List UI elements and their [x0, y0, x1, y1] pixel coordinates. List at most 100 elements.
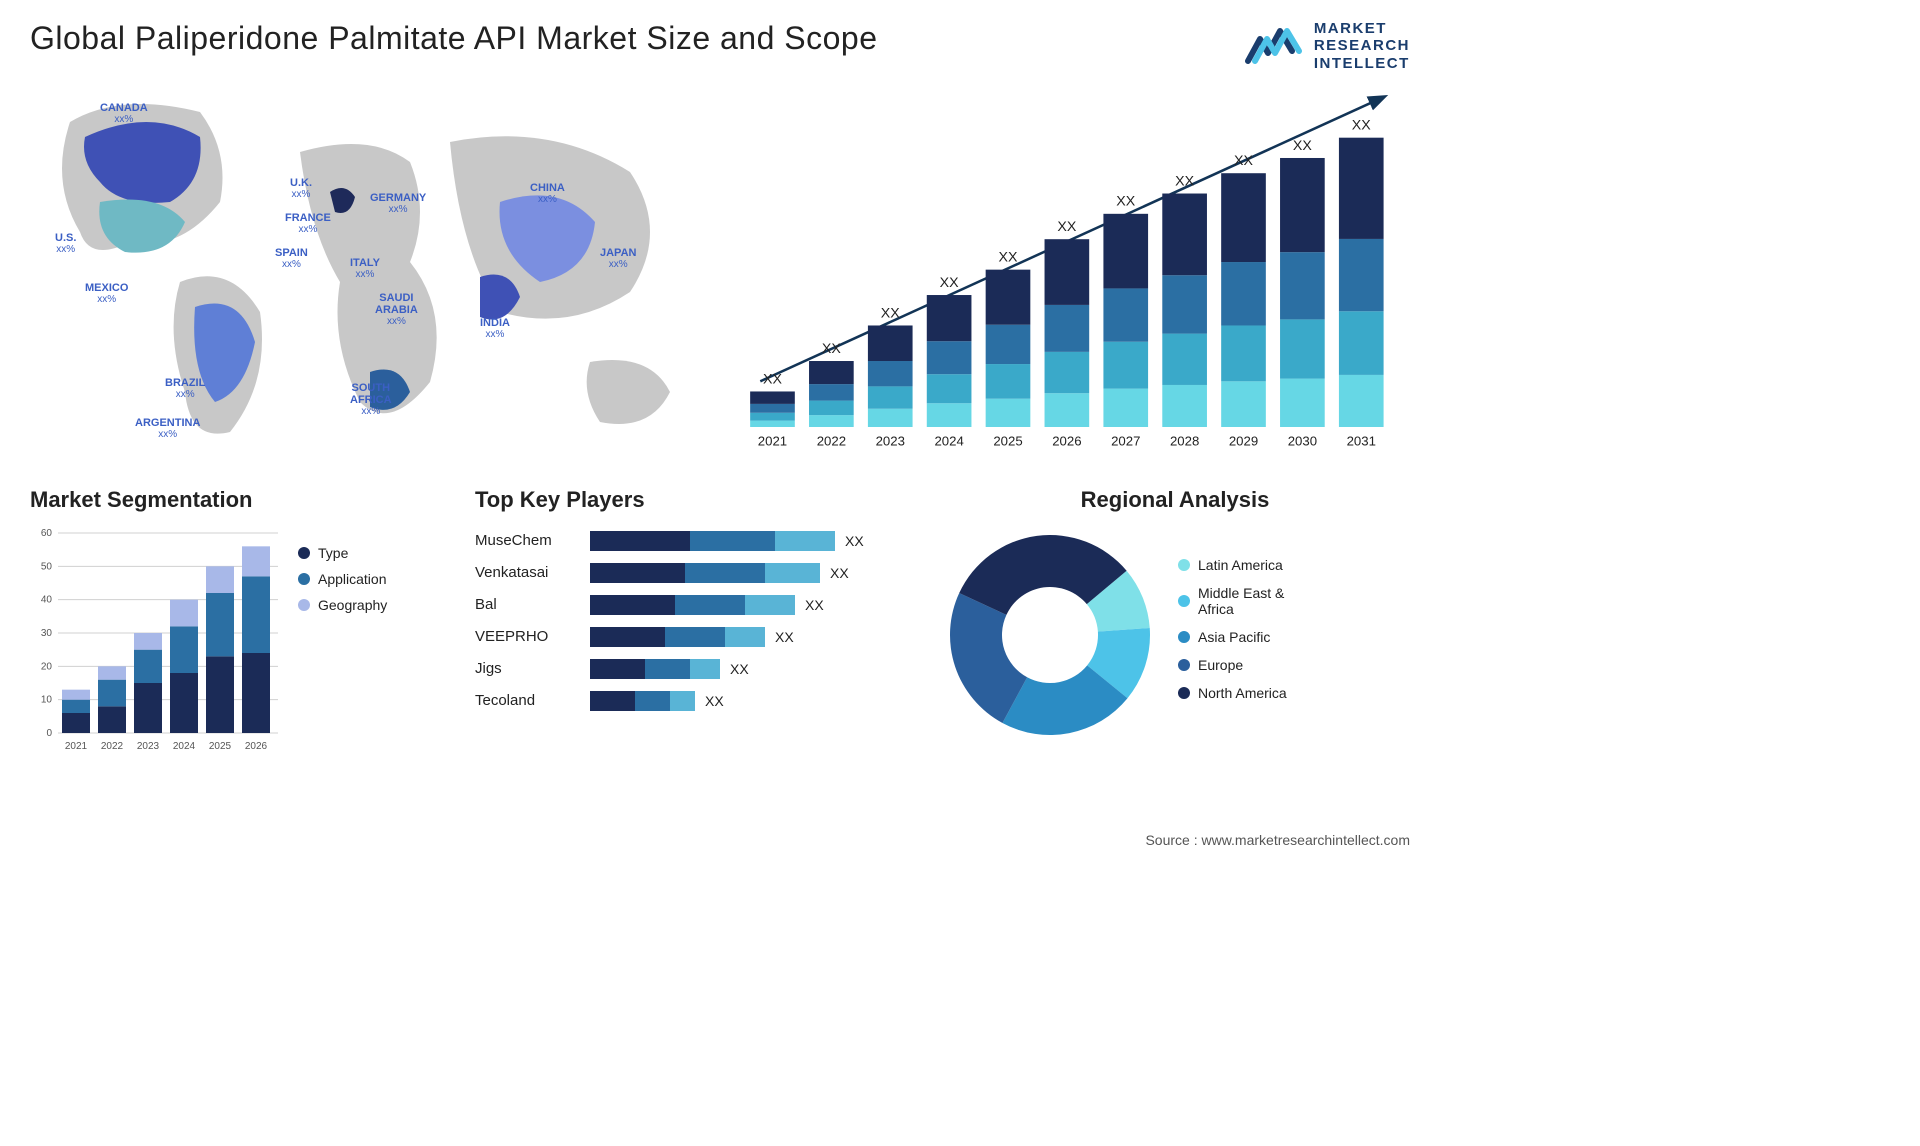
- map-label: ITALYxx%: [350, 257, 380, 280]
- svg-text:40: 40: [41, 594, 53, 605]
- player-value: XX: [830, 565, 849, 581]
- map-label: FRANCExx%: [285, 212, 331, 235]
- player-bar-segment: [665, 627, 725, 647]
- player-name: Tecoland: [475, 685, 575, 717]
- player-name: Venkatasai: [475, 557, 575, 589]
- player-bar-segment: [745, 595, 795, 615]
- svg-text:XX: XX: [1057, 219, 1076, 235]
- svg-text:50: 50: [41, 561, 53, 572]
- map-label: ARGENTINAxx%: [135, 417, 200, 440]
- player-bar-segment: [590, 563, 685, 583]
- player-bar-segment: [590, 659, 645, 679]
- svg-text:2021: 2021: [65, 741, 88, 752]
- svg-text:2028: 2028: [1170, 433, 1199, 448]
- player-name: VEEPRHO: [475, 621, 575, 653]
- player-value: XX: [730, 661, 749, 677]
- player-bar-segment: [590, 691, 635, 711]
- player-name: MuseChem: [475, 525, 575, 557]
- svg-text:2023: 2023: [876, 433, 905, 448]
- player-bar-segment: [590, 531, 690, 551]
- legend-swatch: [298, 573, 310, 585]
- legend-swatch: [1178, 659, 1190, 671]
- top-row: CANADAxx% U.S.xx% MEXICOxx% BRAZILxx% ARGENT…: [30, 82, 1410, 462]
- player-bar-segment: [765, 563, 820, 583]
- svg-text:XX: XX: [940, 275, 959, 291]
- map-label: JAPANxx%: [600, 247, 636, 270]
- map-label: SAUDIARABIAxx%: [375, 292, 418, 327]
- svg-text:XX: XX: [1116, 193, 1135, 209]
- player-bar-segment: [690, 659, 720, 679]
- svg-text:XX: XX: [1352, 117, 1371, 133]
- player-bar-segment: [675, 595, 745, 615]
- legend-item: Middle East &Africa: [1178, 585, 1287, 617]
- source-attribution: Source : www.marketresearchintellect.com: [1145, 832, 1410, 848]
- player-bars: XX XX XX XX XX XX: [590, 525, 915, 717]
- player-bar: [590, 563, 820, 583]
- player-bar-segment: [645, 659, 690, 679]
- svg-text:2026: 2026: [245, 741, 268, 752]
- legend-swatch: [1178, 631, 1190, 643]
- map-label: MEXICOxx%: [85, 282, 128, 305]
- svg-text:30: 30: [41, 628, 53, 639]
- player-value: XX: [705, 693, 724, 709]
- player-bar-segment: [635, 691, 670, 711]
- player-value: XX: [805, 597, 824, 613]
- player-row: XX: [590, 589, 915, 621]
- legend-item: Application: [298, 571, 387, 587]
- svg-text:2023: 2023: [137, 741, 160, 752]
- player-bar: [590, 595, 795, 615]
- regional-donut-chart: [940, 525, 1160, 745]
- svg-text:2022: 2022: [817, 433, 846, 448]
- player-bar-segment: [685, 563, 765, 583]
- player-row: XX: [590, 525, 915, 557]
- player-bar-segment: [690, 531, 775, 551]
- player-bar: [590, 627, 765, 647]
- legend-label: Asia Pacific: [1198, 629, 1270, 645]
- svg-text:XX: XX: [1175, 173, 1194, 189]
- svg-text:2025: 2025: [209, 741, 232, 752]
- legend-label: Type: [318, 545, 348, 561]
- svg-text:XX: XX: [763, 371, 782, 387]
- legend-item: Latin America: [1178, 557, 1287, 573]
- svg-text:20: 20: [41, 661, 53, 672]
- legend-item: Type: [298, 545, 387, 561]
- map-label: SOUTHAFRICAxx%: [350, 382, 392, 417]
- player-row: XX: [590, 685, 915, 717]
- svg-text:2030: 2030: [1288, 433, 1317, 448]
- segmentation-panel: Market Segmentation 01020304050602021202…: [30, 487, 450, 755]
- players-panel: Top Key Players MuseChemVenkatasaiBalVEE…: [475, 487, 915, 755]
- regional-legend: Latin America Middle East &Africa Asia Pac…: [1178, 557, 1287, 713]
- forecast-bar-chart: XX2021XX2022XX2023XX2024XX2025XX2026XX20…: [740, 92, 1410, 457]
- logo-icon: [1242, 21, 1306, 71]
- segmentation-title: Market Segmentation: [30, 487, 450, 513]
- player-name: Jigs: [475, 653, 575, 685]
- player-bar-segment: [670, 691, 695, 711]
- player-name: Bal: [475, 589, 575, 621]
- svg-text:XX: XX: [1234, 153, 1253, 169]
- player-bar: [590, 659, 720, 679]
- map-label: INDIAxx%: [480, 317, 510, 340]
- player-bar-segment: [775, 531, 835, 551]
- bottom-row: Market Segmentation 01020304050602021202…: [30, 487, 1410, 755]
- map-label: U.S.xx%: [55, 232, 76, 255]
- regional-panel: Regional Analysis Latin AmericaMiddle Ea…: [940, 487, 1410, 755]
- map-label: CANADAxx%: [100, 102, 148, 125]
- players-title: Top Key Players: [475, 487, 915, 513]
- legend-label: Application: [318, 571, 387, 587]
- svg-text:XX: XX: [881, 305, 900, 321]
- map-label: BRAZILxx%: [165, 377, 205, 400]
- svg-text:2022: 2022: [101, 741, 124, 752]
- svg-text:XX: XX: [822, 341, 841, 357]
- map-label: U.K.xx%: [290, 177, 312, 200]
- brand-logo: MARKET RESEARCH INTELLECT: [1242, 20, 1410, 72]
- legend-item: Asia Pacific: [1178, 629, 1287, 645]
- legend-item: North America: [1178, 685, 1287, 701]
- legend-label: Geography: [318, 597, 387, 613]
- svg-text:XX: XX: [999, 249, 1018, 265]
- header: Global Paliperidone Palmitate API Market…: [30, 20, 1410, 72]
- legend-label: Middle East &Africa: [1198, 585, 1284, 617]
- legend-label: North America: [1198, 685, 1287, 701]
- svg-text:2027: 2027: [1111, 433, 1140, 448]
- legend-swatch: [1178, 559, 1190, 571]
- player-row: XX: [590, 621, 915, 653]
